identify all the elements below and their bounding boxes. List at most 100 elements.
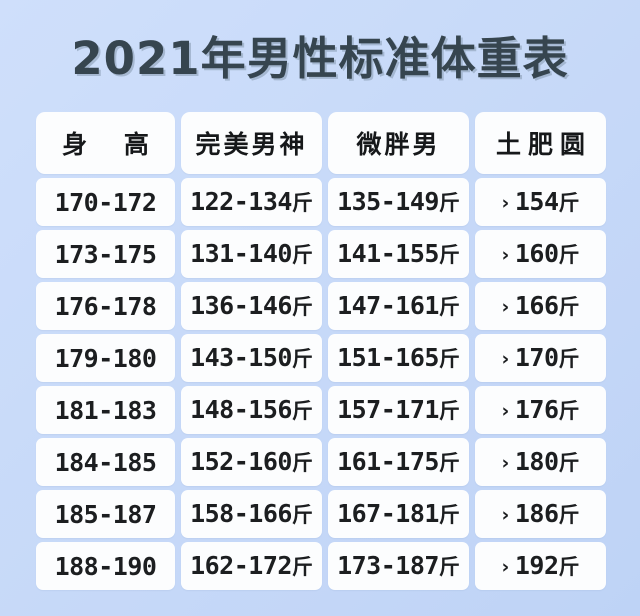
header-cell-heavy: 土肥圆 [475,112,606,174]
unit-jin: 斤 [558,243,580,267]
table-row: 173-175 131-140斤 141-155斤 › 160斤 [36,230,606,278]
cell-value-chubby: 135-149斤 [337,187,460,216]
cell-perfect: 148-156斤 [181,386,322,434]
table-row: 176-178 136-146斤 147-161斤 › 166斤 [36,282,606,330]
unit-jin: 斤 [558,347,580,371]
header-label-chubby: 微胖男 [356,130,441,159]
cell-chubby: 141-155斤 [328,230,469,278]
cell-value-height: 181-183 [54,395,157,425]
header-label-perfect: 完美男神 [195,130,308,159]
unit-jin: 斤 [438,295,460,319]
cell-height: 188-190 [36,542,175,590]
cell-perfect: 162-172斤 [181,542,322,590]
unit-jin: 斤 [291,295,313,319]
cell-chubby: 173-187斤 [328,542,469,590]
greater-than-icon: › [501,400,510,422]
unit-jin: 斤 [291,503,313,527]
unit-jin: 斤 [438,347,460,371]
cell-value-chubby: 157-171斤 [337,395,460,424]
cell-chubby: 135-149斤 [328,178,469,226]
header-cell-chubby: 微胖男 [328,112,469,174]
greater-than-icon: › [501,348,510,370]
cell-chubby: 167-181斤 [328,490,469,538]
cell-heavy: › 170斤 [475,334,606,382]
table-row: 170-172 122-134斤 135-149斤 › 154斤 [36,178,606,226]
cell-value-height: 184-185 [54,447,157,477]
cell-value-perfect: 136-146斤 [190,291,313,320]
cell-heavy: › 154斤 [475,178,606,226]
cell-chubby: 157-171斤 [328,386,469,434]
weight-table: 身 高 完美男神 微胖男 土肥圆 170-172 122-134斤 135-149斤… [36,112,606,590]
cell-perfect: 143-150斤 [181,334,322,382]
cell-value-perfect: 122-134斤 [190,187,313,216]
cell-height: 185-187 [36,490,175,538]
greater-than-icon: › [501,556,510,578]
table-row: 181-183 148-156斤 157-171斤 › 176斤 [36,386,606,434]
cell-value-chubby: 161-175斤 [337,447,460,476]
cell-chubby: 147-161斤 [328,282,469,330]
unit-jin: 斤 [558,295,580,319]
unit-jin: 斤 [558,503,580,527]
cell-height: 179-180 [36,334,175,382]
unit-jin: 斤 [558,399,580,423]
header-cell-perfect: 完美男神 [181,112,322,174]
unit-jin: 斤 [291,555,313,579]
unit-jin: 斤 [438,243,460,267]
cell-value-height: 185-187 [54,499,157,529]
table-row: 188-190 162-172斤 173-187斤 › 192斤 [36,542,606,590]
unit-jin: 斤 [438,451,460,475]
cell-value-chubby: 151-165斤 [337,343,460,372]
unit-jin: 斤 [291,191,313,215]
greater-than-icon: › [501,296,510,318]
cell-perfect: 152-160斤 [181,438,322,486]
cell-value-height: 173-175 [54,239,157,269]
unit-jin: 斤 [291,243,313,267]
cell-value-chubby: 167-181斤 [337,499,460,528]
cell-height: 176-178 [36,282,175,330]
cell-value-chubby: 173-187斤 [337,551,460,580]
greater-than-icon: › [501,504,510,526]
title-container: 2021年男性标准体重表 [0,30,640,92]
header-cell-height: 身 高 [36,112,175,174]
cell-value-heavy: › 160斤 [501,239,580,268]
unit-jin: 斤 [558,451,580,475]
table-body: 170-172 122-134斤 135-149斤 › 154斤 173-175 131-1… [36,178,606,590]
unit-jin: 斤 [558,555,580,579]
unit-jin: 斤 [291,347,313,371]
cell-chubby: 151-165斤 [328,334,469,382]
cell-value-perfect: 148-156斤 [190,395,313,424]
cell-value-heavy: › 180斤 [501,447,580,476]
cell-chubby: 161-175斤 [328,438,469,486]
unit-jin: 斤 [438,191,460,215]
cell-value-perfect: 143-150斤 [190,343,313,372]
unit-jin: 斤 [291,451,313,475]
cell-heavy: › 186斤 [475,490,606,538]
cell-height: 181-183 [36,386,175,434]
cell-heavy: › 192斤 [475,542,606,590]
unit-jin: 斤 [438,555,460,579]
cell-value-height: 179-180 [54,343,157,373]
cell-heavy: › 166斤 [475,282,606,330]
cell-value-heavy: › 186斤 [501,499,580,528]
cell-heavy: › 176斤 [475,386,606,434]
cell-value-height: 188-190 [54,551,157,581]
unit-jin: 斤 [438,399,460,423]
cell-value-height: 170-172 [54,187,157,217]
cell-height: 173-175 [36,230,175,278]
cell-heavy: › 180斤 [475,438,606,486]
header-label-height: 身 高 [62,130,163,159]
cell-perfect: 158-166斤 [181,490,322,538]
cell-value-perfect: 162-172斤 [190,551,313,580]
cell-value-perfect: 158-166斤 [190,499,313,528]
cell-value-chubby: 147-161斤 [337,291,460,320]
cell-value-heavy: › 170斤 [501,343,580,372]
cell-height: 184-185 [36,438,175,486]
header-label-heavy: 土肥圆 [495,130,592,159]
cell-value-heavy: › 192斤 [501,551,580,580]
cell-value-heavy: › 176斤 [501,395,580,424]
unit-jin: 斤 [558,191,580,215]
cell-value-heavy: › 166斤 [501,291,580,320]
table-row: 184-185 152-160斤 161-175斤 › 180斤 [36,438,606,486]
greater-than-icon: › [501,452,510,474]
cell-value-perfect: 131-140斤 [190,239,313,268]
